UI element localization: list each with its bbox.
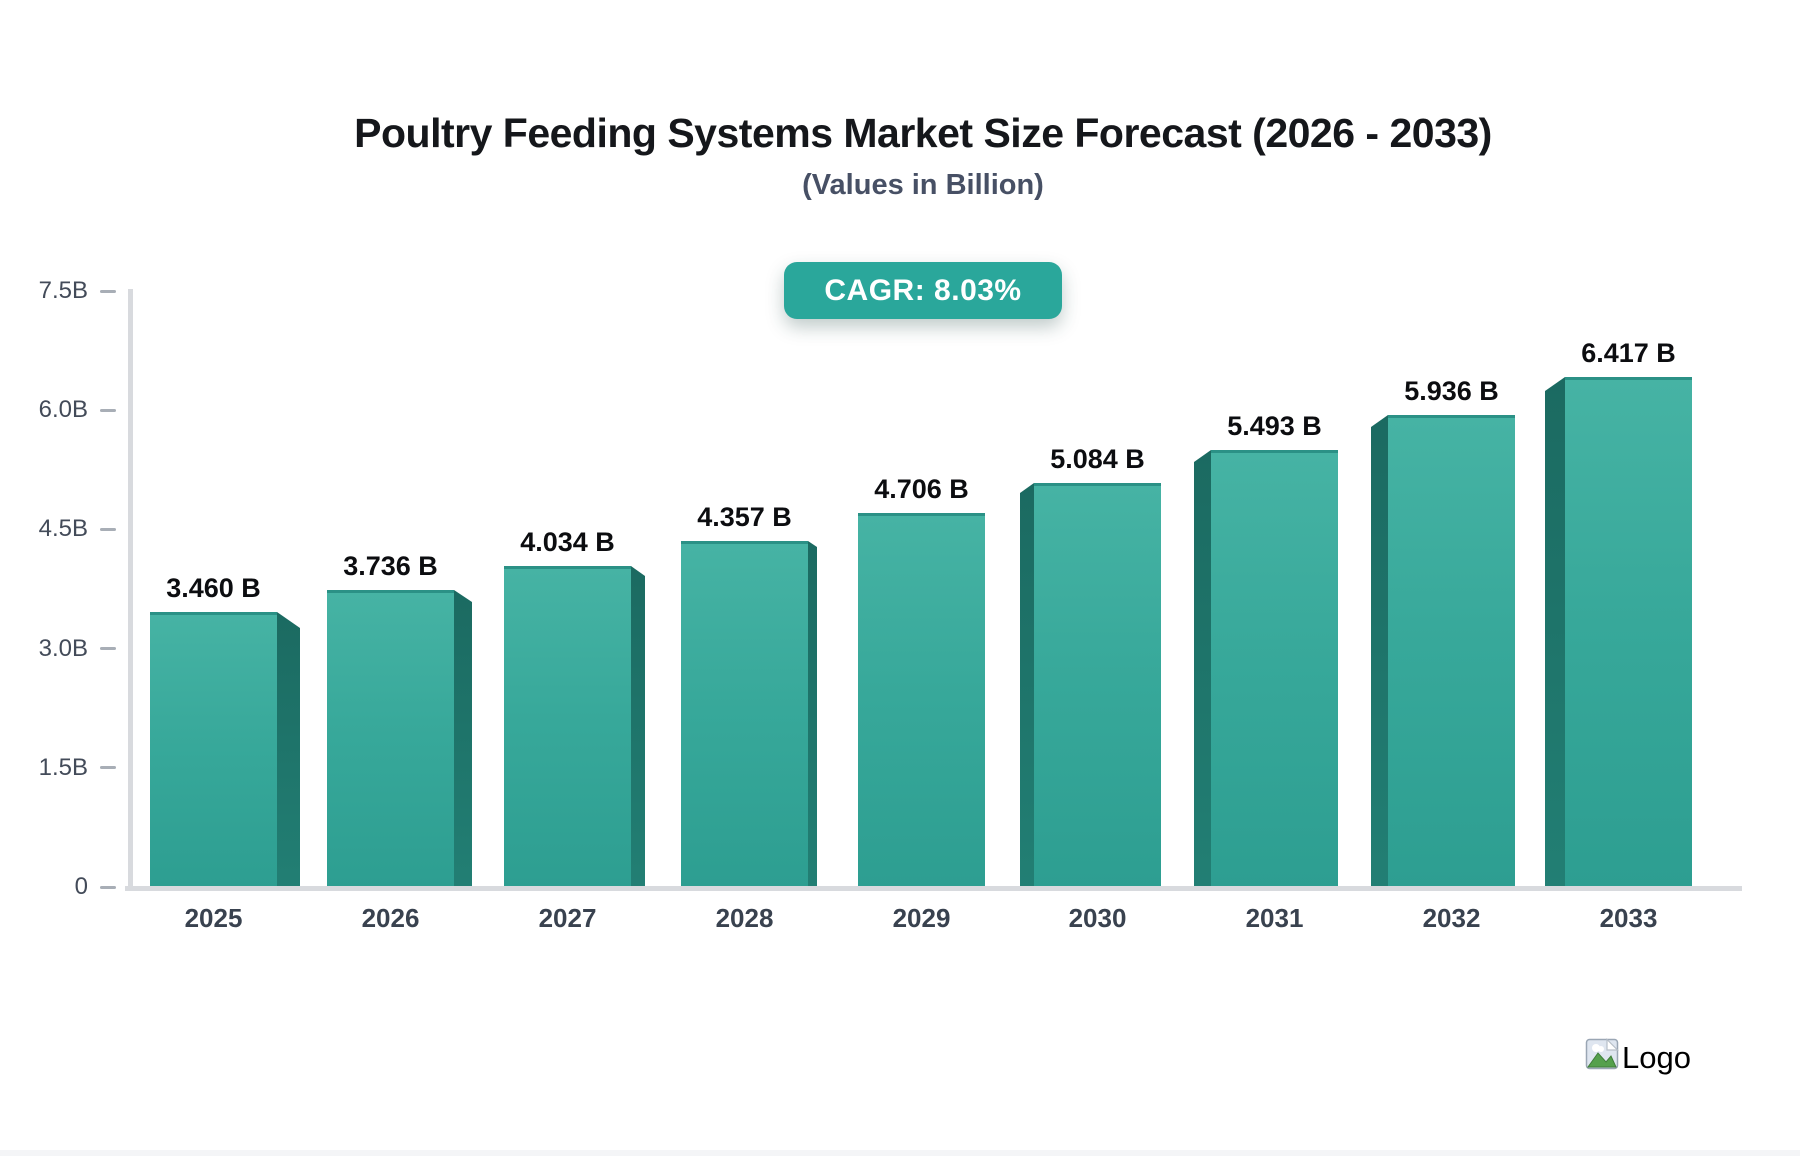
x-axis-line	[125, 886, 1742, 891]
bar-2025	[150, 612, 277, 889]
cagr-badge: CAGR: 8.03%	[784, 262, 1062, 319]
logo: Logo	[1585, 1038, 1691, 1078]
bar-2029	[858, 513, 985, 889]
bar-3d-side	[277, 612, 300, 889]
y-axis-label: 6.0B	[38, 396, 88, 424]
y-axis-tick	[100, 408, 116, 412]
bar-3d-side	[1371, 415, 1388, 889]
bar-value-label: 5.493 B	[1227, 411, 1322, 441]
y-axis-tick	[100, 766, 116, 770]
x-axis-label: 2033	[1599, 903, 1658, 933]
bar-3d-side	[1194, 450, 1211, 889]
bar-2031	[1211, 450, 1338, 889]
x-axis-label: 2027	[538, 903, 597, 933]
x-axis-label: 2030	[1068, 903, 1127, 933]
chart-subtitle: (Values in Billion)	[802, 169, 1044, 201]
y-axis-label: 0	[74, 873, 88, 900]
x-axis-label: 2026	[361, 903, 420, 933]
y-axis-tick	[100, 885, 116, 889]
y-axis-label: 1.5B	[38, 753, 88, 781]
y-axis-label: 3.0B	[38, 634, 88, 662]
bar-value-label: 5.084 B	[1050, 444, 1145, 474]
x-axis-label: 2032	[1422, 903, 1481, 933]
chart-title: Poultry Feeding Systems Market Size Fore…	[354, 110, 1492, 156]
y-axis-label: 7.5B	[38, 277, 88, 304]
bar-3d-side	[1020, 483, 1034, 889]
bar-value-label: 6.417 B	[1581, 338, 1676, 368]
bar-2026	[327, 590, 454, 889]
bar-value-label: 4.034 B	[520, 527, 615, 557]
bar-value-label: 4.706 B	[874, 474, 969, 504]
bar-3d-side	[808, 541, 817, 889]
bar-2027	[504, 566, 631, 889]
bar-2030	[1034, 483, 1161, 889]
x-axis-label: 2025	[184, 903, 243, 933]
x-axis-label: 2031	[1245, 903, 1304, 933]
broken-image-icon	[1585, 1038, 1619, 1070]
bar-2032	[1388, 415, 1515, 889]
x-axis-label: 2029	[892, 903, 951, 933]
chart-header: Poultry Feeding Systems Market Size Fore…	[0, 0, 1800, 202]
bar-3d-side	[454, 590, 472, 889]
bottom-edge-strip	[0, 1150, 1800, 1156]
bar-3d-side	[1545, 377, 1565, 889]
y-axis-tick	[100, 527, 116, 531]
bar-3d-side	[631, 566, 645, 889]
logo-label: Logo	[1622, 1040, 1691, 1075]
bar-value-label: 3.736 B	[343, 551, 438, 581]
x-axis-label: 2028	[715, 903, 774, 933]
bar-value-label: 3.460 B	[166, 573, 261, 603]
bar-2033	[1565, 377, 1692, 889]
bar-2028	[681, 541, 808, 889]
y-axis-tick	[100, 289, 116, 293]
bar-value-label: 5.936 B	[1404, 376, 1499, 406]
cagr-badge-label: CAGR: 8.03%	[824, 273, 1022, 307]
y-axis-line	[128, 289, 133, 891]
y-axis-tick	[100, 647, 116, 651]
y-axis-label: 4.5B	[38, 515, 88, 543]
bar-value-label: 4.357 B	[697, 502, 792, 532]
